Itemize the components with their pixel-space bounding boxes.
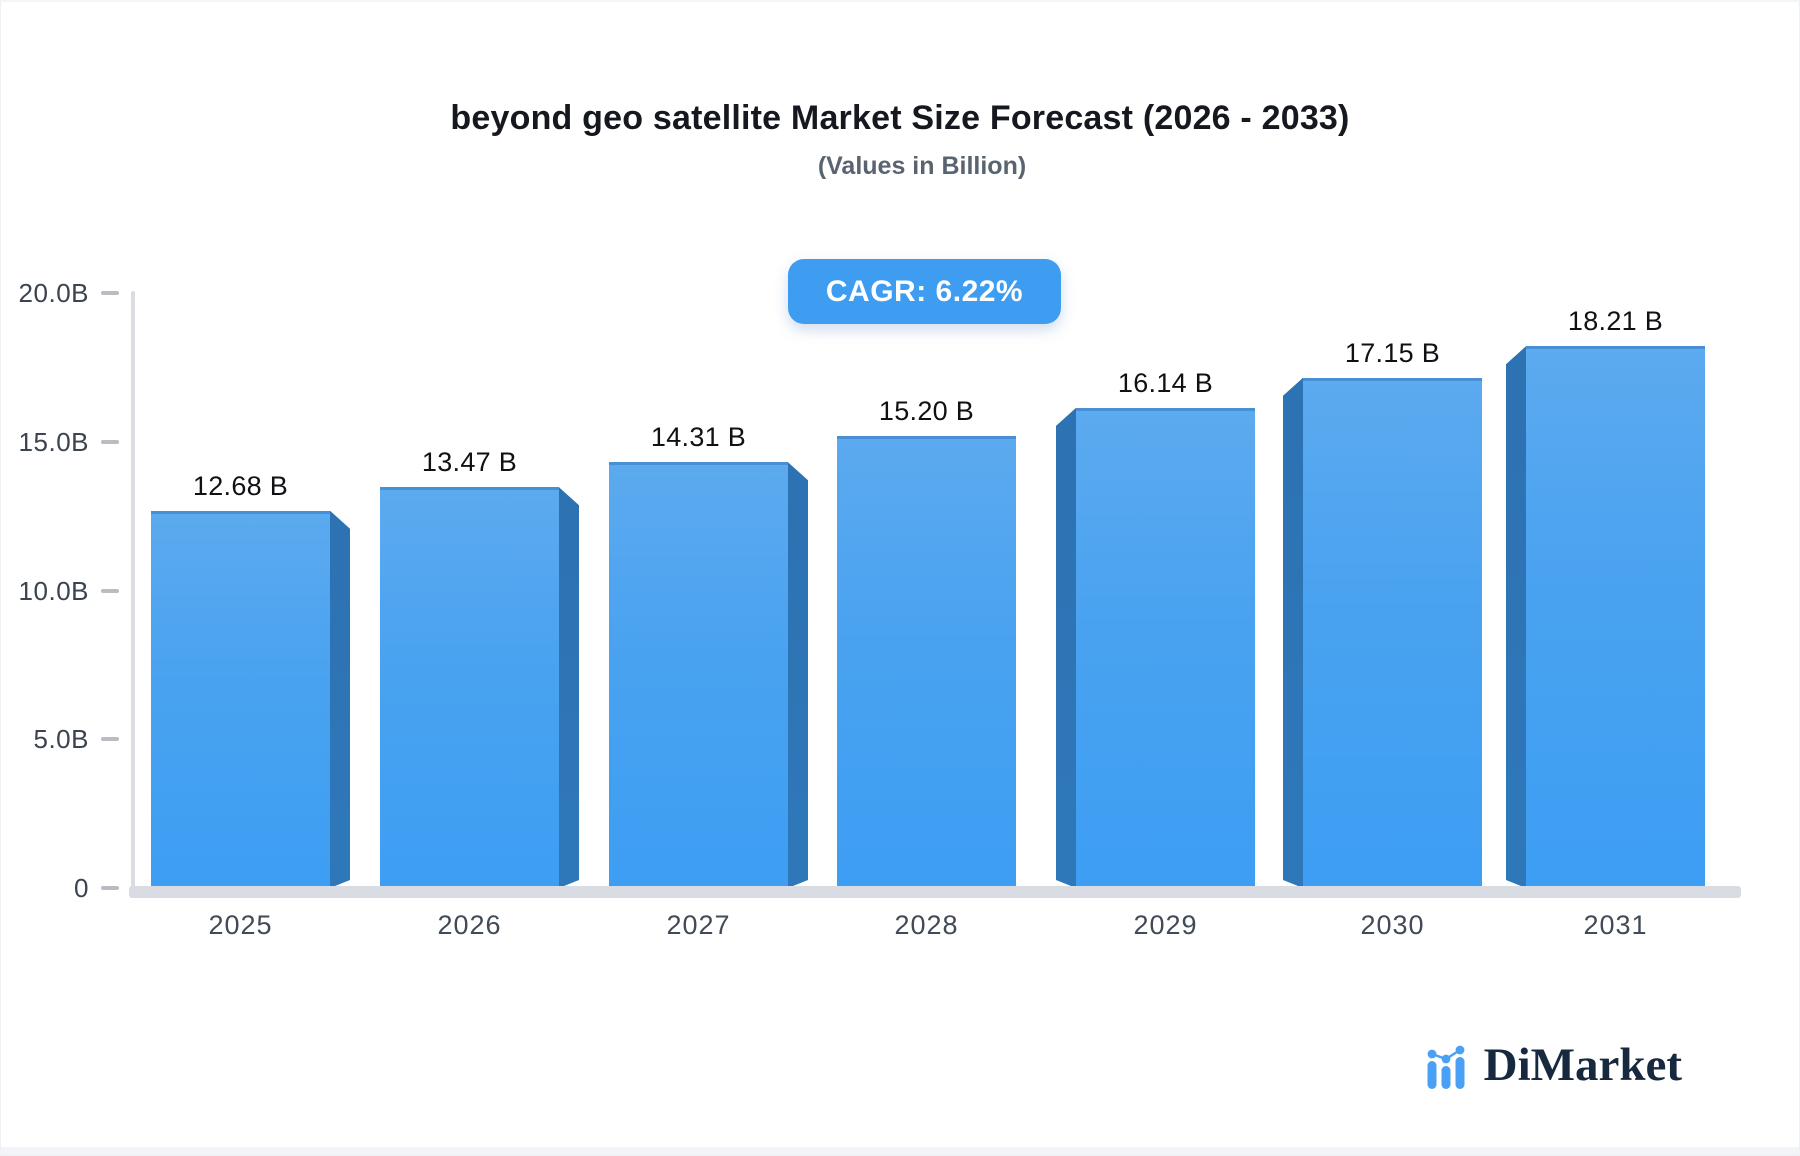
brand-logo-text: DiMarket (1483, 1039, 1682, 1091)
bottom-edge-strip (1, 1147, 1799, 1155)
bar-2028[interactable] (837, 435, 1016, 888)
cagr-badge: CAGR: 6.22% (788, 259, 1061, 324)
y-tick-mark (101, 886, 119, 890)
bar-side-face-2025 (330, 511, 350, 888)
bar-side-face-2030 (1283, 378, 1303, 888)
y-axis-line (131, 291, 135, 898)
x-axis-baseline (129, 886, 1741, 898)
y-tick-label: 20.0B (18, 278, 89, 308)
bar-2025[interactable] (151, 510, 330, 888)
mini-bar-chart-icon (1427, 1045, 1465, 1089)
bar-value-label-2029: 16.14 B (1117, 367, 1214, 398)
y-tick-label: 0 (74, 873, 89, 903)
x-axis-label-2029: 2029 (1133, 910, 1198, 940)
bar-value-label-2026: 13.47 B (421, 447, 518, 478)
bar-2031[interactable] (1526, 346, 1705, 888)
chart-subtitle: (Values in Billion) (817, 152, 1027, 180)
bar-value-label-2030: 17.15 B (1344, 337, 1441, 368)
x-axis-label-2027: 2027 (666, 910, 731, 940)
y-tick-label: 5.0B (33, 724, 89, 755)
y-tick-label: 10.0B (18, 575, 89, 606)
x-axis-label-2025: 2025 (208, 910, 273, 940)
bar-value-label-2025: 12.68 B (192, 470, 289, 501)
brand-logo[interactable]: DiMarket (1427, 1042, 1682, 1089)
bar-value-label-2027: 14.31 B (650, 422, 747, 453)
cagr-badge-label: CAGR: 6.22% (825, 274, 1024, 308)
x-axis-label-2026: 2026 (437, 910, 502, 940)
bar-2030[interactable] (1303, 377, 1482, 888)
bar-side-face-2027 (788, 462, 808, 888)
y-tick-label: 15.0B (18, 426, 89, 457)
y-tick-mark (101, 737, 119, 742)
bar-side-face-2026 (559, 487, 579, 888)
chart-title: beyond geo satellite Market Size Forecas… (450, 99, 1350, 137)
y-tick-mark (101, 439, 119, 444)
bar-value-label-2031: 18.21 B (1567, 306, 1664, 337)
bar-side-face-2031 (1506, 346, 1526, 888)
x-axis-label-2028: 2028 (894, 910, 959, 940)
x-axis-label-2030: 2030 (1360, 910, 1425, 940)
bar-2027[interactable] (609, 462, 788, 888)
y-tick-mark (101, 588, 119, 593)
x-axis-label-2031: 2031 (1583, 910, 1648, 940)
bar-value-label-2028: 15.20 B (878, 395, 975, 426)
y-tick-mark (101, 291, 119, 295)
bar-2026[interactable] (380, 487, 559, 888)
bar-2029[interactable] (1076, 407, 1255, 888)
bar-side-face-2029 (1056, 408, 1076, 888)
